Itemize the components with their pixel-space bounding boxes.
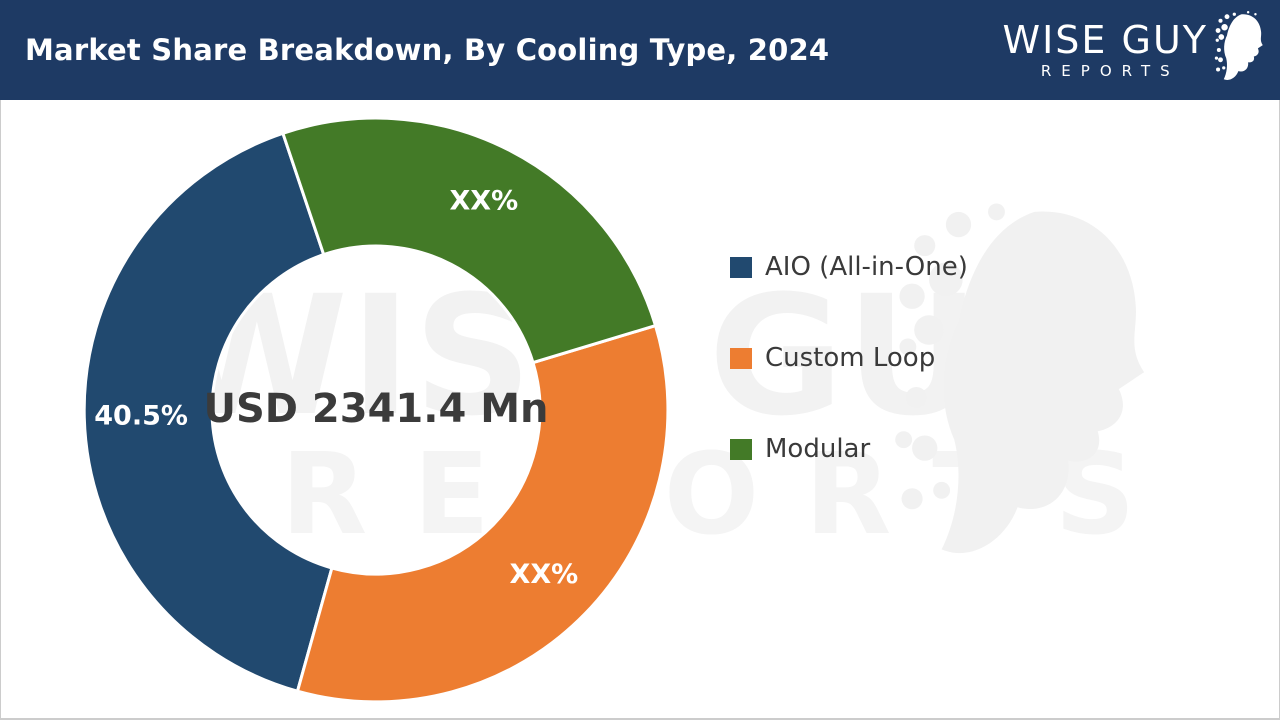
legend-swatch (730, 438, 752, 460)
chart-area: WISE GUY REPORTS 40.5% XX% XX% USD 2341.4 … (0, 100, 1280, 720)
legend-swatch (730, 256, 752, 278)
slice-label: XX% (449, 186, 518, 217)
wiseguy-logo: WISE GUY REPORTS (1003, 11, 1266, 89)
logo-line2: REPORTS (1040, 61, 1180, 80)
legend-item: Custom Loop (730, 343, 968, 373)
donut-chart: 40.5% XX% XX% (82, 116, 670, 704)
legend-label: Custom Loop (765, 343, 936, 373)
pie-slice-modular (280, 116, 658, 365)
legend-item: Modular (730, 434, 968, 464)
pie-slice-aio-all-in-one (82, 131, 334, 694)
logo-face-icon (1214, 11, 1263, 80)
slice-label: 40.5% (94, 401, 188, 432)
legend-label: Modular (765, 434, 871, 464)
logo-line1: WISE GUY (1002, 17, 1208, 62)
legend-item: AIO (All-in-One) (730, 252, 968, 282)
header-bar: Market Share Breakdown, By Cooling Type,… (0, 0, 1280, 100)
slice-label: XX% (510, 559, 579, 590)
pie-slice-custom-loop (295, 323, 670, 704)
chart-center-total: USD 2341.4 Mn (203, 386, 549, 432)
page-title: Market Share Breakdown, By Cooling Type,… (25, 33, 830, 67)
chart-legend: AIO (All-in-One) Custom Loop Modular (730, 252, 968, 525)
legend-label: AIO (All-in-One) (765, 252, 968, 282)
logo-wordmark: WISE GUY REPORTS (1003, 21, 1208, 80)
legend-swatch (730, 347, 752, 369)
